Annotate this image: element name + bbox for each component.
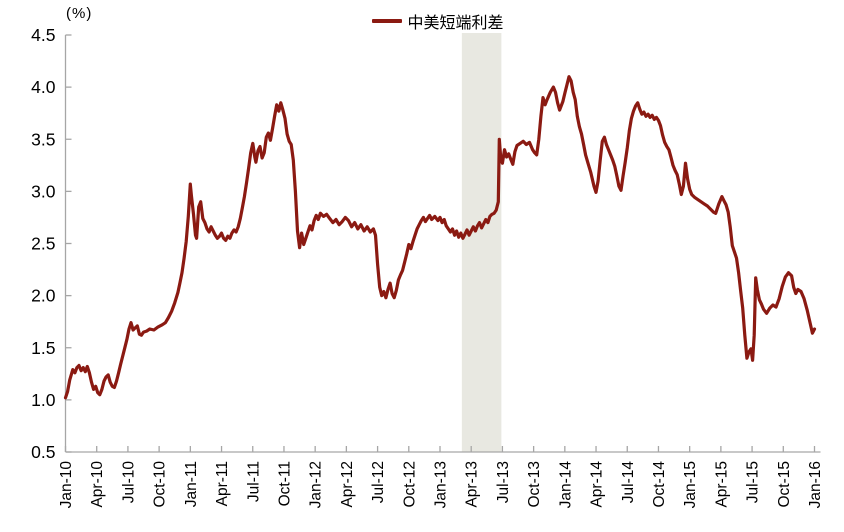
x-axis-tick-label: Jan-15 <box>682 461 699 508</box>
axis-lines <box>64 35 821 453</box>
y-axis-tick-label: 4.0 <box>31 77 56 97</box>
y-axis-tick-label: 4.5 <box>31 25 55 45</box>
x-axis-tick-label: Oct-13 <box>526 461 543 508</box>
x-axis-tick-label: Jul-15 <box>745 461 762 503</box>
y-axis-tick-label: 0.5 <box>31 442 55 462</box>
x-axis-tick-label: Jul-12 <box>370 461 387 503</box>
x-axis-tick-label: Oct-10 <box>152 461 169 508</box>
x-axis-tick-label: Apr-10 <box>89 461 106 508</box>
y-axis-tick-label: 1.5 <box>31 338 55 358</box>
x-axis-tick-label: Apr-14 <box>589 461 606 508</box>
x-axis-tick-label: Apr-15 <box>713 461 730 508</box>
x-axis-tick-label: Jan-10 <box>58 461 75 509</box>
y-axis-tick-label: 3.0 <box>31 181 56 201</box>
y-axis-tick-label: 3.5 <box>31 129 55 149</box>
x-axis-tick-label: Jan-13 <box>433 461 450 508</box>
y-axis-tick-label: 1.0 <box>31 390 56 410</box>
y-axis-tick-label: 2.5 <box>31 234 55 254</box>
x-axis-tick-label: Jul-13 <box>495 461 512 503</box>
y-axis-unit-label: (%) <box>66 5 93 22</box>
highlight-band <box>461 33 502 452</box>
x-axis-tick-label: Oct-14 <box>651 461 668 508</box>
x-axis-tick-label: Apr-11 <box>214 461 231 506</box>
x-axis-tick-label: Oct-12 <box>401 461 418 508</box>
x-axis-tick-label: Oct-11 <box>276 461 293 506</box>
spread-data-line <box>63 75 817 400</box>
y-axis-tick-label: 2.0 <box>31 286 56 306</box>
x-axis-tick-label: Jan-14 <box>557 461 574 509</box>
x-axis-tick-label: Jan-12 <box>308 461 325 508</box>
x-axis-tick-label: Jul-11 <box>245 461 262 502</box>
x-axis-tick-label: Jul-14 <box>620 461 637 504</box>
x-axis-tick-label: Jul-10 <box>120 461 137 504</box>
x-axis-tick-label: Jan-16 <box>807 461 824 508</box>
x-axis-tick-label: Jan-11 <box>183 461 200 507</box>
x-axis-tick-label: Apr-13 <box>464 461 481 508</box>
x-axis-tick-label: Oct-15 <box>776 461 793 508</box>
x-axis-tick-label: Apr-12 <box>339 461 356 508</box>
